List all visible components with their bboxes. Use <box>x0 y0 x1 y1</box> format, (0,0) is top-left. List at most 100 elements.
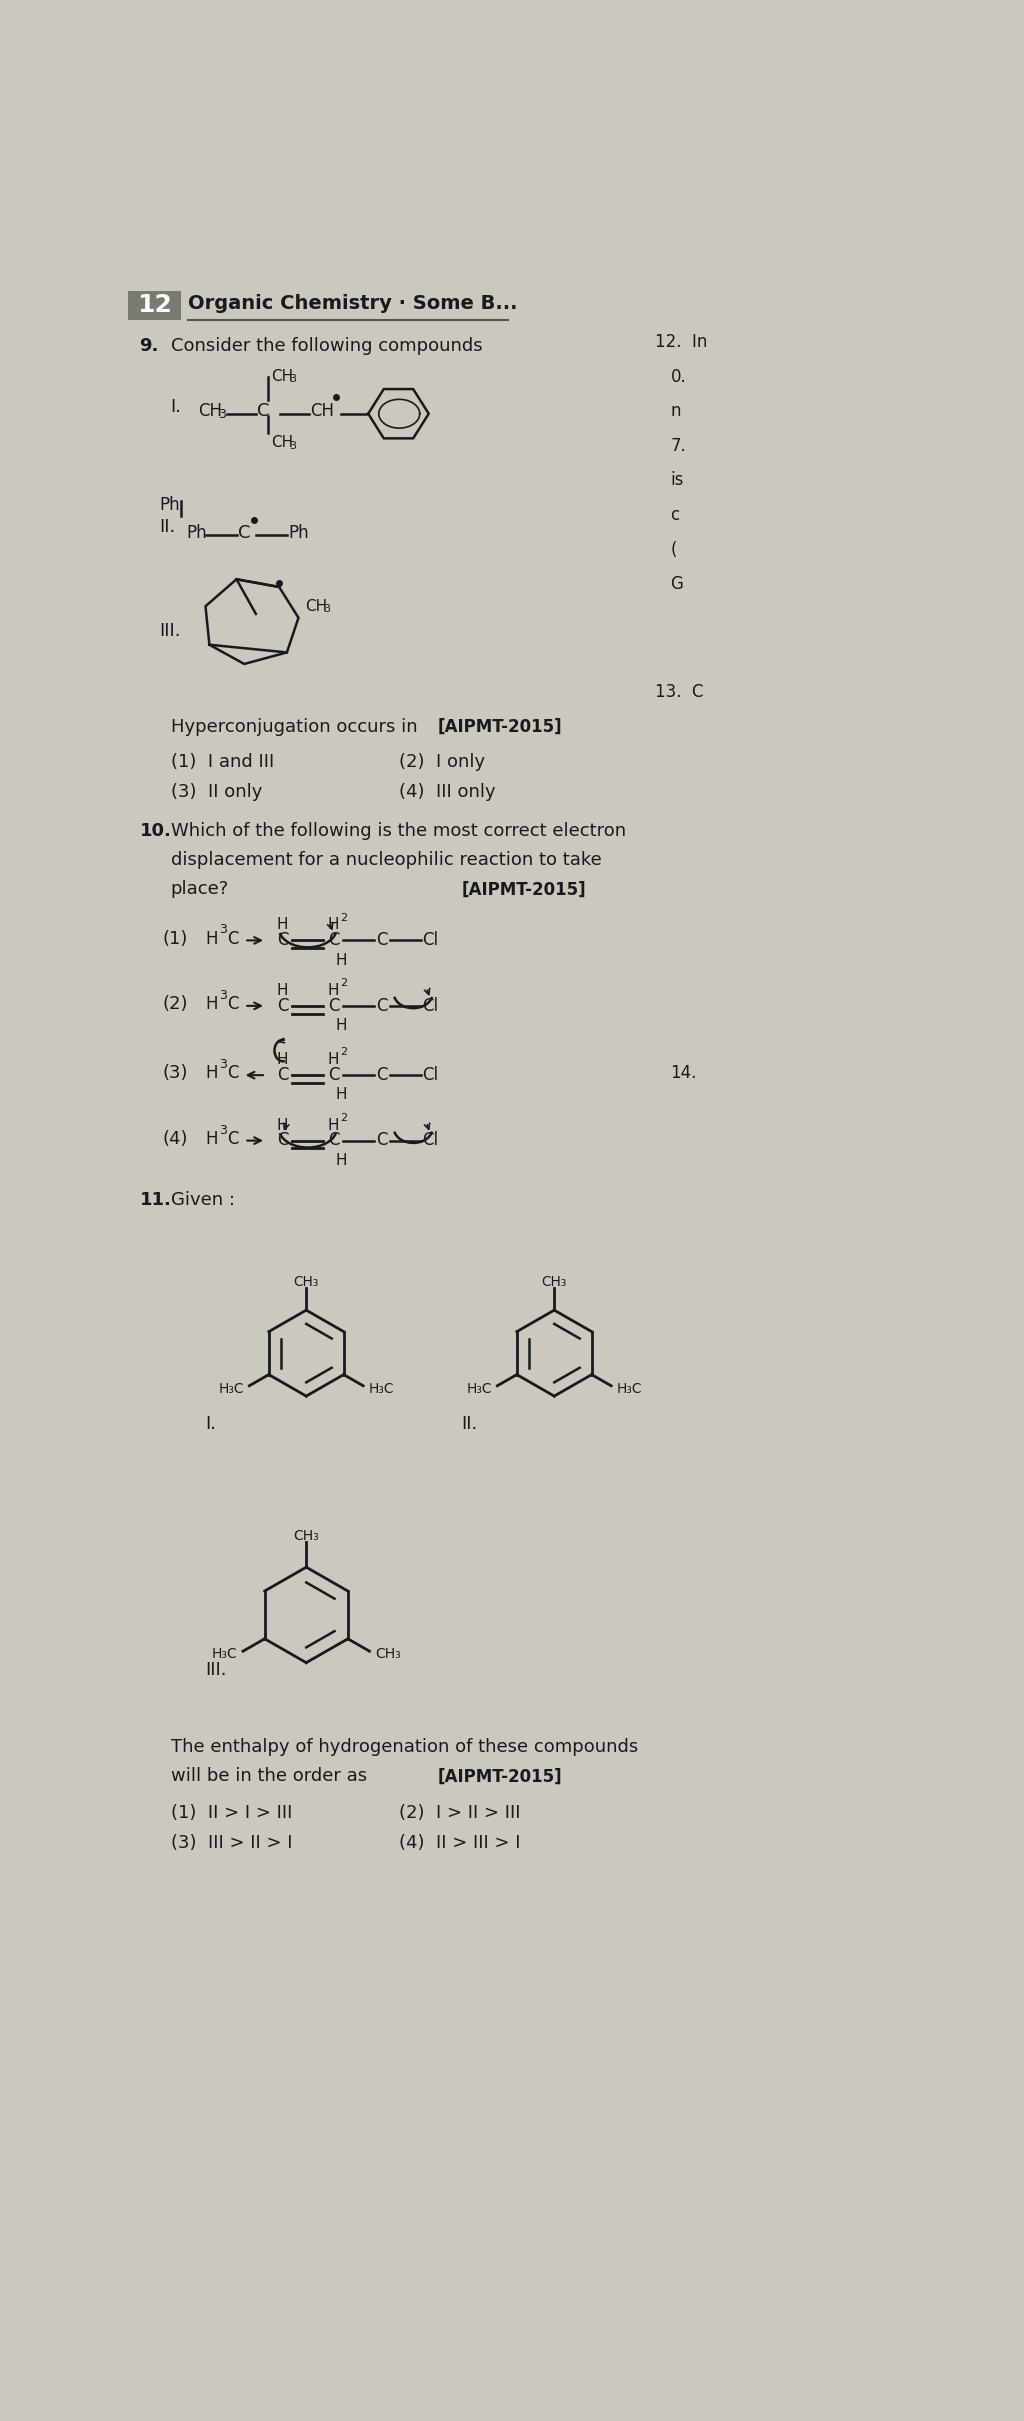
Text: n: n <box>671 402 681 421</box>
Text: 2: 2 <box>340 1048 347 1058</box>
Text: Consider the following compounds: Consider the following compounds <box>171 337 482 356</box>
Text: II.: II. <box>159 518 175 535</box>
Text: CH: CH <box>305 598 327 613</box>
Text: (2): (2) <box>163 995 188 1012</box>
Text: C: C <box>376 932 387 949</box>
Text: H: H <box>328 918 339 932</box>
Text: C: C <box>227 930 239 947</box>
Text: H: H <box>276 918 289 932</box>
Text: 3: 3 <box>219 1058 227 1070</box>
Text: Cl: Cl <box>423 1131 438 1150</box>
Text: (3)  II only: (3) II only <box>171 784 262 801</box>
Text: C: C <box>227 1131 239 1148</box>
Text: 14.: 14. <box>671 1065 697 1082</box>
Text: 3: 3 <box>219 922 227 937</box>
Text: Organic Chemistry · Some B...: Organic Chemistry · Some B... <box>188 293 518 312</box>
Text: place?: place? <box>171 881 229 898</box>
Text: (2)  I only: (2) I only <box>399 753 485 770</box>
Text: H: H <box>206 995 218 1012</box>
Text: Ph: Ph <box>159 496 179 513</box>
Text: 0.: 0. <box>671 368 686 385</box>
Text: CH: CH <box>271 368 294 385</box>
Text: H₃C: H₃C <box>218 1382 244 1397</box>
Text: 12: 12 <box>137 293 172 317</box>
Text: CH₃: CH₃ <box>375 1646 400 1661</box>
Text: G: G <box>671 576 683 593</box>
Text: C: C <box>376 997 387 1014</box>
Text: H: H <box>328 983 339 997</box>
Text: (3)  III > II > I: (3) III > II > I <box>171 1835 292 1852</box>
Text: 12.  In: 12. In <box>655 332 708 351</box>
Text: [AIPMT-2015]: [AIPMT-2015] <box>461 881 586 898</box>
Text: 3: 3 <box>289 441 296 450</box>
Text: H: H <box>276 983 289 997</box>
Text: 2: 2 <box>340 913 347 922</box>
Text: (1)  II > I > III: (1) II > I > III <box>171 1804 292 1821</box>
Text: 11.: 11. <box>139 1191 171 1210</box>
Bar <box>128 291 180 320</box>
Text: C: C <box>328 1065 339 1085</box>
Text: C: C <box>328 1131 339 1150</box>
Text: Which of the following is the most correct electron: Which of the following is the most corre… <box>171 821 626 840</box>
Text: CH₃: CH₃ <box>293 1530 319 1542</box>
Text: H: H <box>336 1019 347 1034</box>
Text: 2: 2 <box>340 1114 347 1123</box>
Text: H: H <box>206 930 218 947</box>
Text: Cl: Cl <box>423 932 438 949</box>
Text: will be in the order as: will be in the order as <box>171 1767 367 1784</box>
Text: Cl: Cl <box>423 1065 438 1085</box>
Text: CH₃: CH₃ <box>294 1273 318 1288</box>
Text: H: H <box>276 1119 289 1133</box>
Text: H: H <box>328 1053 339 1068</box>
Text: H: H <box>206 1131 218 1148</box>
Text: Given :: Given : <box>171 1191 234 1210</box>
Text: CH: CH <box>271 436 294 450</box>
Text: (: ( <box>671 540 677 559</box>
Text: Ph: Ph <box>289 523 309 542</box>
Text: I.: I. <box>171 399 181 416</box>
Text: H₃C: H₃C <box>467 1382 492 1397</box>
Text: C: C <box>276 1065 289 1085</box>
Text: III.: III. <box>206 1661 227 1680</box>
Text: C: C <box>276 1131 289 1150</box>
Text: (3): (3) <box>163 1065 188 1082</box>
Text: C: C <box>238 523 251 542</box>
Text: 3: 3 <box>219 1123 227 1138</box>
Text: (4)  II > III > I: (4) II > III > I <box>399 1835 521 1852</box>
Text: H: H <box>336 1152 347 1167</box>
Text: CH₃: CH₃ <box>542 1273 567 1288</box>
Text: 3: 3 <box>289 373 296 383</box>
Text: 7.: 7. <box>671 436 686 455</box>
Text: [AIPMT-2015]: [AIPMT-2015] <box>438 719 562 736</box>
Text: C: C <box>227 995 239 1012</box>
Text: 2: 2 <box>340 978 347 988</box>
Text: is: is <box>671 472 684 489</box>
Text: (4)  III only: (4) III only <box>399 784 496 801</box>
Text: 9.: 9. <box>139 337 159 356</box>
Text: III.: III. <box>159 622 180 639</box>
Text: 10.: 10. <box>139 821 171 840</box>
Text: C: C <box>257 402 270 421</box>
Text: 3: 3 <box>324 603 331 615</box>
Text: C: C <box>376 1065 387 1085</box>
Text: (2)  I > II > III: (2) I > II > III <box>399 1804 521 1821</box>
Text: Cl: Cl <box>423 997 438 1014</box>
Text: displacement for a nucleophilic reaction to take: displacement for a nucleophilic reaction… <box>171 852 601 869</box>
Text: CH: CH <box>310 402 334 421</box>
Text: CH: CH <box>198 402 222 421</box>
Text: Ph: Ph <box>186 523 207 542</box>
Text: H: H <box>336 954 347 968</box>
Text: [AIPMT-2015]: [AIPMT-2015] <box>438 1767 562 1784</box>
Text: H₃C: H₃C <box>616 1382 642 1397</box>
Text: I.: I. <box>206 1414 216 1433</box>
Text: 3: 3 <box>218 407 225 421</box>
Text: (1): (1) <box>163 930 188 947</box>
Text: 13.  C: 13. C <box>655 683 703 702</box>
Text: C: C <box>276 932 289 949</box>
Text: C: C <box>276 997 289 1014</box>
Text: H: H <box>336 1087 347 1102</box>
Text: Hyperconjugation occurs in: Hyperconjugation occurs in <box>171 719 417 736</box>
Text: C: C <box>328 997 339 1014</box>
Text: C: C <box>328 932 339 949</box>
Text: (1)  I and III: (1) I and III <box>171 753 273 770</box>
